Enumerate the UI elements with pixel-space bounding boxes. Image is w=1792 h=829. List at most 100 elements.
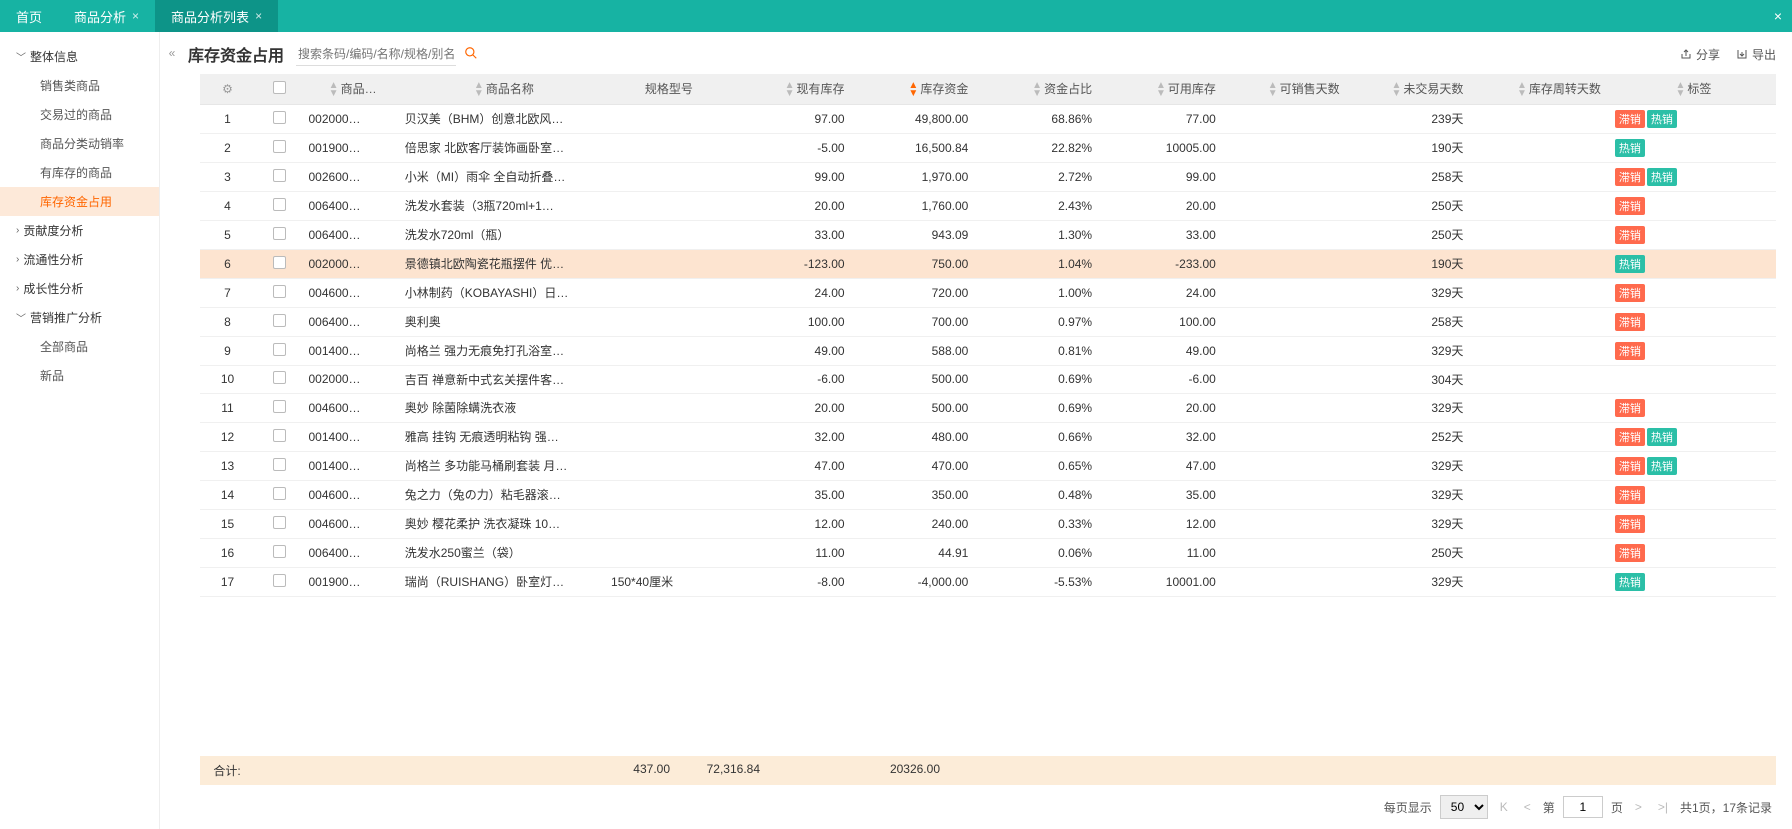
cell-code: 002000… xyxy=(305,249,401,278)
tab-close-icon[interactable]: × xyxy=(132,9,139,23)
row-checkbox[interactable] xyxy=(273,314,286,327)
page-last-button[interactable]: >| xyxy=(1654,800,1672,814)
table-row[interactable]: 7004600…小林制药（KOBAYASHI）日…24.00720.001.00… xyxy=(200,278,1776,307)
column-header-notrade[interactable]: ▲▼未交易天数 xyxy=(1350,74,1474,104)
sidebar-item[interactable]: 库存资金占用 xyxy=(0,187,159,216)
table-row[interactable]: 6002000…景德镇北欧陶瓷花瓶摆件 优…-123.00750.001.04%… xyxy=(200,249,1776,278)
cell-saledays xyxy=(1226,480,1350,509)
cell-turndays xyxy=(1473,336,1611,365)
page-title: 库存资金占用 xyxy=(188,42,284,66)
table-row[interactable]: 16006400…洗发水250蜜兰（袋）11.0044.910.06%11.00… xyxy=(200,538,1776,567)
column-header-fund[interactable]: ▲▼库存资金 xyxy=(855,74,979,104)
sidebar-item[interactable]: 商品分类动销率 xyxy=(0,129,159,158)
row-checkbox[interactable] xyxy=(273,198,286,211)
tab-2[interactable]: 商品分析列表× xyxy=(155,0,278,32)
column-settings-header[interactable]: ⚙ xyxy=(200,74,255,104)
page-number-input[interactable] xyxy=(1563,796,1603,818)
tab-1[interactable]: 商品分析× xyxy=(58,0,155,32)
table-row[interactable]: 3002600…小米（MI）雨伞 全自动折叠…99.001,970.002.72… xyxy=(200,162,1776,191)
checkbox-icon[interactable] xyxy=(273,81,286,94)
totals-row: 合计:437.0072,316.8420326.00 xyxy=(200,756,1776,785)
table-row[interactable]: 9001400…尚格兰 强力无痕免打孔浴室…49.00588.000.81%49… xyxy=(200,336,1776,365)
row-checkbox[interactable] xyxy=(273,371,286,384)
sidebar-item[interactable]: 全部商品 xyxy=(0,332,159,361)
sidebar-group[interactable]: ›贡献度分析 xyxy=(0,216,159,245)
row-checkbox[interactable] xyxy=(273,169,286,182)
tab-0[interactable]: 首页 xyxy=(0,0,58,32)
collapse-sidebar-button[interactable]: « xyxy=(160,32,184,829)
cell-turndays xyxy=(1473,104,1611,133)
row-checkbox[interactable] xyxy=(273,458,286,471)
table-row[interactable]: 4006400…洗发水套装（3瓶720ml+1…20.001,760.002.4… xyxy=(200,191,1776,220)
close-all-icon[interactable]: × xyxy=(1774,0,1782,32)
cell-code: 004600… xyxy=(305,393,401,422)
cell-spec xyxy=(607,336,731,365)
table-row[interactable]: 17001900…瑞尚（RUISHANG）卧室灯…150*40厘米-8.00-4… xyxy=(200,567,1776,596)
cell-fund: 44.91 xyxy=(855,538,979,567)
column-header-stock[interactable]: ▲▼现有库存 xyxy=(731,74,855,104)
sidebar-item[interactable]: 交易过的商品 xyxy=(0,100,159,129)
row-checkbox[interactable] xyxy=(273,487,286,500)
table-row[interactable]: 11004600…奥妙 除菌除螨洗衣液20.00500.000.69%20.00… xyxy=(200,393,1776,422)
cell-fund: 470.00 xyxy=(855,451,979,480)
column-header-saledays[interactable]: ▲▼可销售天数 xyxy=(1226,74,1350,104)
row-checkbox[interactable] xyxy=(273,227,286,240)
row-checkbox[interactable] xyxy=(273,285,286,298)
table-row[interactable]: 2001900…倍思家 北欧客厅装饰画卧室…-5.0016,500.8422.8… xyxy=(200,133,1776,162)
select-all-header[interactable] xyxy=(255,74,305,104)
table-row[interactable]: 1002000…贝汉美（BHM）创意北欧风…97.0049,800.0068.8… xyxy=(200,104,1776,133)
row-checkbox[interactable] xyxy=(273,400,286,413)
table-row[interactable]: 13001400…尚格兰 多功能马桶刷套装 月…47.00470.000.65%… xyxy=(200,451,1776,480)
row-checkbox[interactable] xyxy=(273,111,286,124)
cell-turndays xyxy=(1473,307,1611,336)
table-row[interactable]: 15004600…奥妙 樱花柔护 洗衣凝珠 10…12.00240.000.33… xyxy=(200,509,1776,538)
cell-spec xyxy=(607,422,731,451)
cell-turndays xyxy=(1473,393,1611,422)
search-icon[interactable] xyxy=(464,46,478,63)
sidebar-group[interactable]: ﹀营销推广分析 xyxy=(0,303,159,332)
row-checkbox[interactable] xyxy=(273,140,286,153)
table-row[interactable]: 5006400…洗发水720ml（瓶）33.00943.091.30%33.00… xyxy=(200,220,1776,249)
row-checkbox[interactable] xyxy=(273,574,286,587)
sidebar-item[interactable]: 新品 xyxy=(0,361,159,390)
row-index: 8 xyxy=(200,307,255,336)
sidebar-group[interactable]: ﹀整体信息 xyxy=(0,42,159,71)
table-row[interactable]: 8006400…奥利奥100.00700.000.97%100.00258天滞销 xyxy=(200,307,1776,336)
row-index: 1 xyxy=(200,104,255,133)
column-header-name[interactable]: ▲▼商品名称 xyxy=(401,74,607,104)
column-header-avail[interactable]: ▲▼可用库存 xyxy=(1102,74,1226,104)
cell-pct: 0.97% xyxy=(978,307,1102,336)
sidebar-group[interactable]: ›流通性分析 xyxy=(0,245,159,274)
column-header-turndays[interactable]: ▲▼库存周转天数 xyxy=(1473,74,1611,104)
sidebar-group[interactable]: ›成长性分析 xyxy=(0,274,159,303)
column-header-code[interactable]: ▲▼商品… xyxy=(305,74,401,104)
sidebar-item[interactable]: 销售类商品 xyxy=(0,71,159,100)
cell-notrade: 239天 xyxy=(1350,104,1474,133)
total-cell-code xyxy=(280,762,350,779)
row-checkbox[interactable] xyxy=(273,343,286,356)
row-checkbox[interactable] xyxy=(273,516,286,529)
page-prev-button[interactable]: < xyxy=(1520,800,1535,814)
cell-stock: 11.00 xyxy=(731,538,855,567)
page-first-button[interactable]: K xyxy=(1496,800,1512,814)
row-checkbox[interactable] xyxy=(273,256,286,269)
tag-badge: 滞销 xyxy=(1615,342,1645,360)
column-header-tags[interactable]: ▲▼标签 xyxy=(1611,74,1776,104)
cell-saledays xyxy=(1226,133,1350,162)
sidebar-item[interactable]: 有库存的商品 xyxy=(0,158,159,187)
page-next-button[interactable]: > xyxy=(1631,800,1646,814)
per-page-select[interactable]: 50 xyxy=(1440,795,1488,819)
table-row[interactable]: 12001400…雅高 挂钩 无痕透明粘钩 强…32.00480.000.66%… xyxy=(200,422,1776,451)
row-checkbox[interactable] xyxy=(273,545,286,558)
search-input[interactable] xyxy=(296,43,456,66)
row-index: 16 xyxy=(200,538,255,567)
tag-badge: 热销 xyxy=(1615,573,1645,591)
share-button[interactable]: 分享 xyxy=(1680,46,1720,63)
tab-close-icon[interactable]: × xyxy=(255,9,262,23)
column-header-pct[interactable]: ▲▼资金占比 xyxy=(978,74,1102,104)
row-checkbox[interactable] xyxy=(273,429,286,442)
export-button[interactable]: 导出 xyxy=(1736,46,1776,63)
table-row[interactable]: 14004600…兔之力（兔の力）粘毛器滚…35.00350.000.48%35… xyxy=(200,480,1776,509)
cell-saledays xyxy=(1226,220,1350,249)
table-row[interactable]: 10002000…吉百 禅意新中式玄关摆件客…-6.00500.000.69%-… xyxy=(200,365,1776,393)
